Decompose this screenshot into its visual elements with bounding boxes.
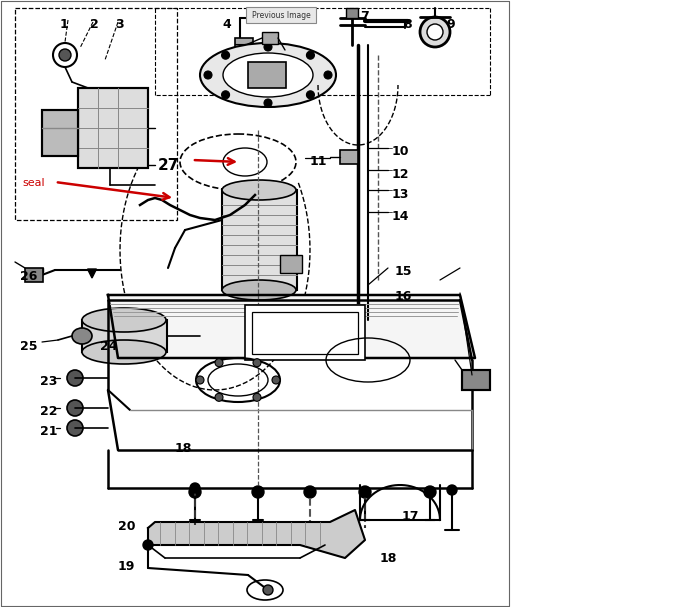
Ellipse shape xyxy=(222,280,296,300)
Text: 14: 14 xyxy=(392,210,410,223)
Circle shape xyxy=(253,359,261,367)
Ellipse shape xyxy=(82,340,166,364)
Circle shape xyxy=(253,393,261,401)
Text: 4: 4 xyxy=(222,18,231,31)
Bar xyxy=(462,370,490,390)
Text: Previous Image: Previous Image xyxy=(251,10,310,19)
Circle shape xyxy=(360,487,370,497)
Circle shape xyxy=(264,99,272,107)
Bar xyxy=(78,88,148,168)
Circle shape xyxy=(190,483,200,493)
Bar xyxy=(25,268,43,282)
Text: 15: 15 xyxy=(395,265,412,278)
Circle shape xyxy=(196,376,204,384)
Bar xyxy=(82,320,167,352)
Circle shape xyxy=(304,486,316,498)
Ellipse shape xyxy=(200,43,336,107)
Circle shape xyxy=(143,540,153,550)
Circle shape xyxy=(204,71,212,79)
Circle shape xyxy=(307,51,314,59)
Polygon shape xyxy=(88,269,97,278)
Bar xyxy=(262,32,278,44)
Bar xyxy=(42,110,78,156)
Circle shape xyxy=(264,43,272,51)
Text: 23: 23 xyxy=(40,375,57,388)
Circle shape xyxy=(252,486,264,498)
Bar xyxy=(280,255,302,273)
Text: 16: 16 xyxy=(395,290,412,303)
Text: 8: 8 xyxy=(403,18,412,31)
Ellipse shape xyxy=(222,180,296,200)
Bar xyxy=(248,62,286,88)
Bar xyxy=(78,88,148,168)
Circle shape xyxy=(359,486,371,498)
Text: 3: 3 xyxy=(115,18,124,31)
Polygon shape xyxy=(108,295,475,358)
Circle shape xyxy=(427,24,443,40)
Text: 18: 18 xyxy=(175,442,192,455)
Circle shape xyxy=(67,420,83,436)
Bar xyxy=(245,305,365,360)
Bar xyxy=(42,110,78,156)
Circle shape xyxy=(272,376,280,384)
Ellipse shape xyxy=(223,53,313,97)
Bar xyxy=(15,8,177,220)
Circle shape xyxy=(263,585,273,595)
Circle shape xyxy=(215,393,223,401)
Text: 9: 9 xyxy=(446,18,454,31)
Circle shape xyxy=(424,486,436,498)
Circle shape xyxy=(307,91,314,99)
Text: 27: 27 xyxy=(158,158,179,173)
Text: 17: 17 xyxy=(402,510,419,523)
Polygon shape xyxy=(148,510,365,558)
Circle shape xyxy=(324,71,332,79)
Circle shape xyxy=(59,49,71,61)
Bar xyxy=(340,150,358,164)
Text: 20: 20 xyxy=(118,520,136,533)
Circle shape xyxy=(215,359,223,367)
Circle shape xyxy=(189,486,201,498)
Text: 7: 7 xyxy=(360,10,369,23)
Text: 18: 18 xyxy=(380,552,398,565)
Circle shape xyxy=(222,51,230,59)
Text: 25: 25 xyxy=(20,340,38,353)
Text: 19: 19 xyxy=(118,560,135,573)
Circle shape xyxy=(53,43,77,67)
Text: 1: 1 xyxy=(60,18,69,31)
Text: 13: 13 xyxy=(392,188,410,201)
Bar xyxy=(235,38,253,50)
Bar xyxy=(510,0,700,607)
Circle shape xyxy=(222,91,230,99)
Bar xyxy=(462,370,490,390)
Text: 2: 2 xyxy=(90,18,99,31)
Text: seal: seal xyxy=(22,178,45,188)
Ellipse shape xyxy=(72,328,92,344)
FancyBboxPatch shape xyxy=(246,7,316,23)
Circle shape xyxy=(447,485,457,495)
Text: 26: 26 xyxy=(20,270,37,283)
Circle shape xyxy=(67,400,83,416)
Text: 11: 11 xyxy=(310,155,328,168)
Text: 22: 22 xyxy=(40,405,57,418)
Bar xyxy=(346,8,358,18)
Text: 21: 21 xyxy=(40,425,57,438)
Text: 12: 12 xyxy=(392,168,410,181)
Circle shape xyxy=(67,370,83,386)
Circle shape xyxy=(420,17,450,47)
Text: 24: 24 xyxy=(100,340,118,353)
Ellipse shape xyxy=(82,308,166,332)
Text: 10: 10 xyxy=(392,145,410,158)
Bar xyxy=(222,190,297,290)
Bar xyxy=(252,312,358,354)
